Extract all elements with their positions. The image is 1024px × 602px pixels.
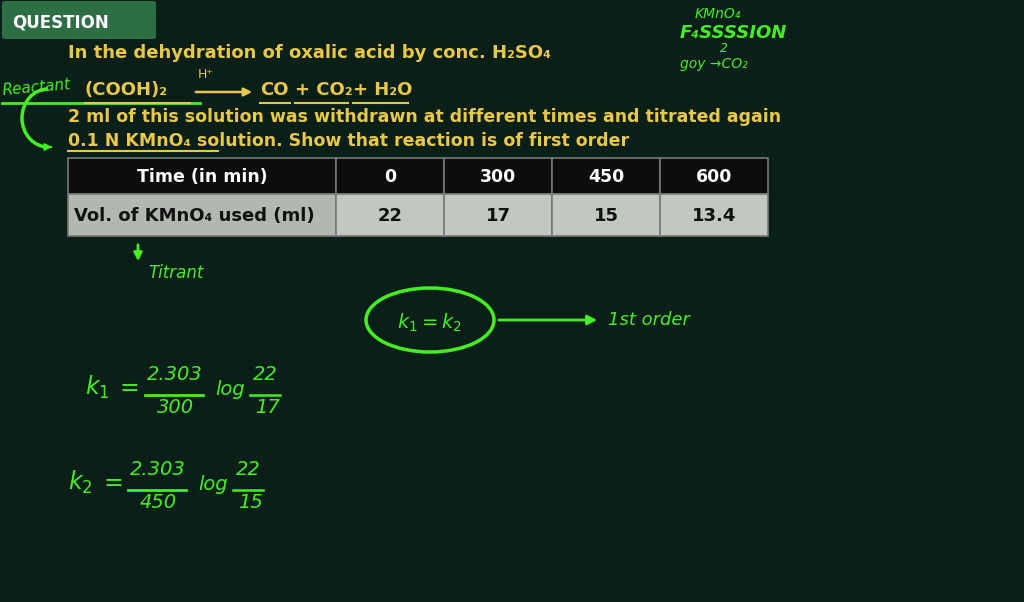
Text: 17: 17 xyxy=(485,207,511,225)
Text: goy →CO₂: goy →CO₂ xyxy=(680,57,748,71)
Text: 13.4: 13.4 xyxy=(692,207,736,225)
FancyBboxPatch shape xyxy=(660,194,768,236)
Text: 600: 600 xyxy=(696,168,732,186)
Text: 15: 15 xyxy=(238,493,263,512)
Text: Reactant: Reactant xyxy=(2,77,72,98)
Text: Vol. of KMnO₄ used (ml): Vol. of KMnO₄ used (ml) xyxy=(74,207,314,225)
FancyBboxPatch shape xyxy=(68,158,336,194)
Text: F₄SSSSION: F₄SSSSION xyxy=(680,24,787,42)
Text: $k_1 = k_2$: $k_1 = k_2$ xyxy=(397,312,463,334)
Text: Titrant: Titrant xyxy=(148,264,204,282)
FancyBboxPatch shape xyxy=(68,194,336,236)
Text: 0: 0 xyxy=(384,168,396,186)
Text: CO: CO xyxy=(260,81,289,99)
Text: log: log xyxy=(215,380,245,399)
Text: QUESTION: QUESTION xyxy=(12,14,109,32)
Text: =: = xyxy=(103,471,123,495)
Text: 17: 17 xyxy=(255,398,280,417)
Text: (COOH)₂: (COOH)₂ xyxy=(85,81,168,99)
FancyBboxPatch shape xyxy=(336,158,444,194)
Text: 450: 450 xyxy=(588,168,624,186)
Text: + CO₂: + CO₂ xyxy=(295,81,352,99)
FancyBboxPatch shape xyxy=(660,158,768,194)
Text: 2: 2 xyxy=(720,42,728,55)
Text: =: = xyxy=(120,376,139,400)
FancyBboxPatch shape xyxy=(2,1,156,39)
Text: 300: 300 xyxy=(480,168,516,186)
FancyBboxPatch shape xyxy=(552,158,660,194)
Text: KMnO₄: KMnO₄ xyxy=(695,7,741,21)
FancyBboxPatch shape xyxy=(444,158,552,194)
Text: 22: 22 xyxy=(236,460,261,479)
Text: 450: 450 xyxy=(140,493,177,512)
Text: 0.1 N KMnO₄ solution. Show that reaction is of first order: 0.1 N KMnO₄ solution. Show that reaction… xyxy=(68,132,629,150)
Text: $k_2$: $k_2$ xyxy=(68,469,92,496)
Text: 2 ml of this solution was withdrawn at different times and titrated again: 2 ml of this solution was withdrawn at d… xyxy=(68,108,781,126)
Text: 1st order: 1st order xyxy=(608,311,690,329)
Text: 2.303: 2.303 xyxy=(130,460,185,479)
Text: 22: 22 xyxy=(253,365,278,384)
Text: Time (in min): Time (in min) xyxy=(136,168,267,186)
Text: 300: 300 xyxy=(157,398,195,417)
Text: 2.303: 2.303 xyxy=(147,365,203,384)
Text: 22: 22 xyxy=(378,207,402,225)
Text: log: log xyxy=(198,475,227,494)
Text: 15: 15 xyxy=(594,207,618,225)
FancyBboxPatch shape xyxy=(336,194,444,236)
Text: H⁺: H⁺ xyxy=(198,68,214,81)
Text: $k_1$: $k_1$ xyxy=(85,374,110,401)
Text: + H₂O: + H₂O xyxy=(353,81,413,99)
Text: In the dehydration of oxalic acid by conc. H₂SO₄: In the dehydration of oxalic acid by con… xyxy=(68,44,551,62)
FancyBboxPatch shape xyxy=(444,194,552,236)
FancyBboxPatch shape xyxy=(552,194,660,236)
